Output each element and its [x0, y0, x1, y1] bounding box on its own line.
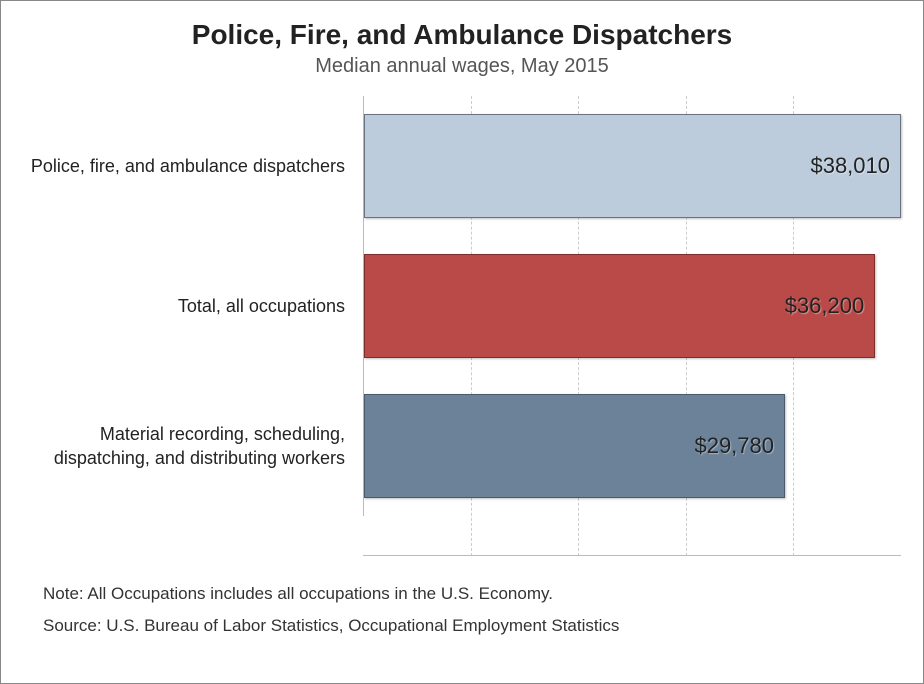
- source-text: Source: U.S. Bureau of Labor Statistics,…: [43, 610, 901, 642]
- bar-label-1: Total, all occupations: [23, 294, 363, 318]
- chart-notes: Note: All Occupations includes all occup…: [23, 578, 901, 643]
- bar-plot-1: $36,200: [363, 236, 901, 376]
- bar-0: $38,010: [364, 114, 901, 218]
- bar-row-1: Total, all occupations $36,200: [23, 236, 901, 376]
- bar-row-2: Material recording, scheduling, dispatch…: [23, 376, 901, 516]
- bar-label-2: Material recording, scheduling, dispatch…: [23, 422, 363, 471]
- bar-row-0: Police, fire, and ambulance dispatchers …: [23, 96, 901, 236]
- bar-label-0: Police, fire, and ambulance dispatchers: [23, 154, 363, 178]
- bar-1: $36,200: [364, 254, 875, 358]
- bar-value-2: $29,780: [694, 433, 774, 459]
- chart-subtitle: Median annual wages, May 2015: [23, 55, 901, 78]
- chart-container: Police, Fire, and Ambulance Dispatchers …: [0, 0, 924, 684]
- bar-value-0: $38,010: [810, 153, 890, 179]
- chart-plot-area: Police, fire, and ambulance dispatchers …: [23, 96, 901, 556]
- bar-plot-0: $38,010: [363, 96, 901, 236]
- chart-title: Police, Fire, and Ambulance Dispatchers: [23, 19, 901, 51]
- x-axis-baseline: [363, 555, 901, 556]
- bar-plot-2: $29,780: [363, 376, 901, 516]
- bar-value-1: $36,200: [785, 293, 865, 319]
- bar-2: $29,780: [364, 394, 785, 498]
- note-text: Note: All Occupations includes all occup…: [43, 578, 901, 610]
